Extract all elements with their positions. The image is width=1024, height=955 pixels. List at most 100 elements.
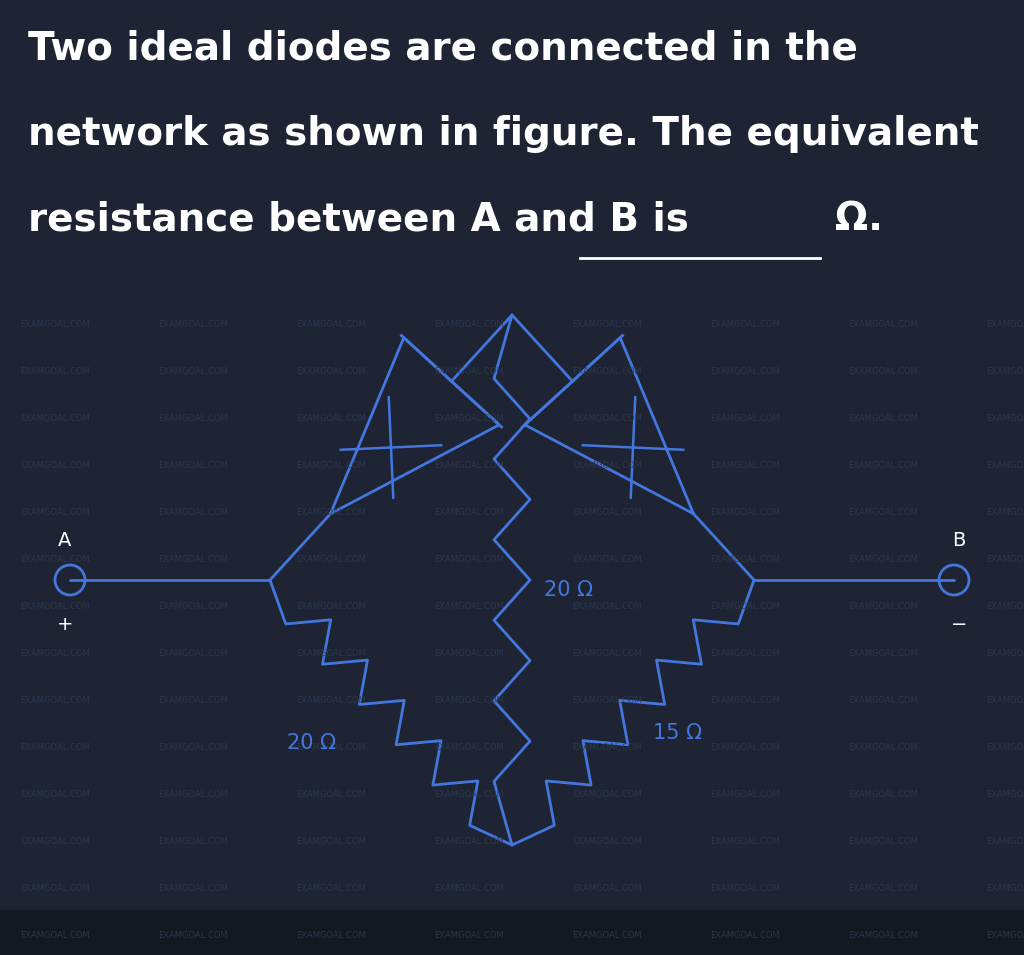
Text: EXAMGOAL.COM: EXAMGOAL.COM <box>20 696 90 705</box>
Text: EXAMGOAL.COM: EXAMGOAL.COM <box>710 931 779 940</box>
Text: EXAMGOAL.COM: EXAMGOAL.COM <box>434 837 504 846</box>
Text: EXAMGOAL.COM: EXAMGOAL.COM <box>158 837 227 846</box>
Text: Ω.: Ω. <box>835 200 883 238</box>
Text: EXAMGOAL.COM: EXAMGOAL.COM <box>20 790 90 799</box>
Text: EXAMGOAL.COM: EXAMGOAL.COM <box>296 508 366 517</box>
Text: EXAMGOAL.COM: EXAMGOAL.COM <box>296 743 366 752</box>
Text: EXAMGOAL.COM: EXAMGOAL.COM <box>20 602 90 611</box>
Text: EXAMGOAL.COM: EXAMGOAL.COM <box>986 743 1024 752</box>
Text: EXAMGOAL.COM: EXAMGOAL.COM <box>434 696 504 705</box>
Text: EXAMGOAL.COM: EXAMGOAL.COM <box>158 414 227 423</box>
Text: EXAMGOAL.COM: EXAMGOAL.COM <box>710 320 779 329</box>
Text: 15 Ω: 15 Ω <box>653 723 702 742</box>
Text: EXAMGOAL.COM: EXAMGOAL.COM <box>848 461 918 470</box>
Text: EXAMGOAL.COM: EXAMGOAL.COM <box>848 837 918 846</box>
Text: EXAMGOAL.COM: EXAMGOAL.COM <box>572 790 642 799</box>
Text: EXAMGOAL.COM: EXAMGOAL.COM <box>710 743 779 752</box>
Text: EXAMGOAL.COM: EXAMGOAL.COM <box>296 320 366 329</box>
Text: EXAMGOAL.COM: EXAMGOAL.COM <box>158 649 227 658</box>
Text: EXAMGOAL.COM: EXAMGOAL.COM <box>710 367 779 376</box>
Text: EXAMGOAL.COM: EXAMGOAL.COM <box>986 602 1024 611</box>
Text: EXAMGOAL.COM: EXAMGOAL.COM <box>572 696 642 705</box>
Text: EXAMGOAL.COM: EXAMGOAL.COM <box>158 555 227 564</box>
Text: EXAMGOAL.COM: EXAMGOAL.COM <box>20 367 90 376</box>
Text: EXAMGOAL.COM: EXAMGOAL.COM <box>158 743 227 752</box>
Text: EXAMGOAL.COM: EXAMGOAL.COM <box>986 508 1024 517</box>
Text: EXAMGOAL.COM: EXAMGOAL.COM <box>710 414 779 423</box>
Text: EXAMGOAL.COM: EXAMGOAL.COM <box>986 931 1024 940</box>
Text: EXAMGOAL.COM: EXAMGOAL.COM <box>572 461 642 470</box>
Text: EXAMGOAL.COM: EXAMGOAL.COM <box>434 320 504 329</box>
Text: EXAMGOAL.COM: EXAMGOAL.COM <box>434 649 504 658</box>
Text: EXAMGOAL.COM: EXAMGOAL.COM <box>986 884 1024 893</box>
Text: EXAMGOAL.COM: EXAMGOAL.COM <box>710 649 779 658</box>
Text: EXAMGOAL.COM: EXAMGOAL.COM <box>986 790 1024 799</box>
Text: EXAMGOAL.COM: EXAMGOAL.COM <box>848 649 918 658</box>
Text: EXAMGOAL.COM: EXAMGOAL.COM <box>296 649 366 658</box>
Text: EXAMGOAL.COM: EXAMGOAL.COM <box>572 884 642 893</box>
Text: EXAMGOAL.COM: EXAMGOAL.COM <box>20 320 90 329</box>
Text: EXAMGOAL.COM: EXAMGOAL.COM <box>296 696 366 705</box>
Text: EXAMGOAL.COM: EXAMGOAL.COM <box>572 837 642 846</box>
Text: EXAMGOAL.COM: EXAMGOAL.COM <box>572 555 642 564</box>
Text: network as shown in figure. The equivalent: network as shown in figure. The equivale… <box>28 115 979 153</box>
Text: EXAMGOAL.COM: EXAMGOAL.COM <box>20 837 90 846</box>
Text: EXAMGOAL.COM: EXAMGOAL.COM <box>572 508 642 517</box>
Text: EXAMGOAL.COM: EXAMGOAL.COM <box>986 414 1024 423</box>
Text: EXAMGOAL.COM: EXAMGOAL.COM <box>986 696 1024 705</box>
Text: EXAMGOAL.COM: EXAMGOAL.COM <box>20 461 90 470</box>
Text: EXAMGOAL.COM: EXAMGOAL.COM <box>434 367 504 376</box>
Text: EXAMGOAL.COM: EXAMGOAL.COM <box>848 696 918 705</box>
Text: EXAMGOAL.COM: EXAMGOAL.COM <box>848 884 918 893</box>
Text: EXAMGOAL.COM: EXAMGOAL.COM <box>572 602 642 611</box>
Text: EXAMGOAL.COM: EXAMGOAL.COM <box>296 414 366 423</box>
Text: EXAMGOAL.COM: EXAMGOAL.COM <box>296 837 366 846</box>
Text: EXAMGOAL.COM: EXAMGOAL.COM <box>20 884 90 893</box>
Text: EXAMGOAL.COM: EXAMGOAL.COM <box>20 414 90 423</box>
Text: EXAMGOAL.COM: EXAMGOAL.COM <box>848 743 918 752</box>
Text: EXAMGOAL.COM: EXAMGOAL.COM <box>434 414 504 423</box>
Text: EXAMGOAL.COM: EXAMGOAL.COM <box>158 696 227 705</box>
Text: EXAMGOAL.COM: EXAMGOAL.COM <box>158 790 227 799</box>
Text: EXAMGOAL.COM: EXAMGOAL.COM <box>296 555 366 564</box>
Text: EXAMGOAL.COM: EXAMGOAL.COM <box>572 320 642 329</box>
Text: EXAMGOAL.COM: EXAMGOAL.COM <box>848 414 918 423</box>
Text: resistance between A and B is: resistance between A and B is <box>28 200 689 238</box>
Text: −: − <box>951 615 968 634</box>
Text: EXAMGOAL.COM: EXAMGOAL.COM <box>848 320 918 329</box>
Text: EXAMGOAL.COM: EXAMGOAL.COM <box>848 931 918 940</box>
Text: EXAMGOAL.COM: EXAMGOAL.COM <box>158 320 227 329</box>
Text: EXAMGOAL.COM: EXAMGOAL.COM <box>572 931 642 940</box>
Text: EXAMGOAL.COM: EXAMGOAL.COM <box>572 743 642 752</box>
Text: EXAMGOAL.COM: EXAMGOAL.COM <box>710 790 779 799</box>
Text: EXAMGOAL.COM: EXAMGOAL.COM <box>296 931 366 940</box>
Text: 20 Ω: 20 Ω <box>544 580 593 600</box>
Text: EXAMGOAL.COM: EXAMGOAL.COM <box>296 367 366 376</box>
Text: EXAMGOAL.COM: EXAMGOAL.COM <box>158 931 227 940</box>
Text: EXAMGOAL.COM: EXAMGOAL.COM <box>848 508 918 517</box>
Text: EXAMGOAL.COM: EXAMGOAL.COM <box>572 649 642 658</box>
Text: EXAMGOAL.COM: EXAMGOAL.COM <box>434 884 504 893</box>
Text: EXAMGOAL.COM: EXAMGOAL.COM <box>296 790 366 799</box>
Text: EXAMGOAL.COM: EXAMGOAL.COM <box>20 508 90 517</box>
Text: EXAMGOAL.COM: EXAMGOAL.COM <box>986 367 1024 376</box>
Text: EXAMGOAL.COM: EXAMGOAL.COM <box>710 508 779 517</box>
Text: EXAMGOAL.COM: EXAMGOAL.COM <box>158 367 227 376</box>
Text: B: B <box>952 531 966 550</box>
Text: EXAMGOAL.COM: EXAMGOAL.COM <box>20 931 90 940</box>
Text: EXAMGOAL.COM: EXAMGOAL.COM <box>434 602 504 611</box>
Text: EXAMGOAL.COM: EXAMGOAL.COM <box>986 837 1024 846</box>
Text: EXAMGOAL.COM: EXAMGOAL.COM <box>434 931 504 940</box>
Text: EXAMGOAL.COM: EXAMGOAL.COM <box>158 461 227 470</box>
Text: EXAMGOAL.COM: EXAMGOAL.COM <box>986 461 1024 470</box>
Text: 20 Ω: 20 Ω <box>287 732 336 753</box>
Text: EXAMGOAL.COM: EXAMGOAL.COM <box>296 884 366 893</box>
Text: EXAMGOAL.COM: EXAMGOAL.COM <box>710 884 779 893</box>
Text: EXAMGOAL.COM: EXAMGOAL.COM <box>572 367 642 376</box>
Text: EXAMGOAL.COM: EXAMGOAL.COM <box>710 602 779 611</box>
Text: EXAMGOAL.COM: EXAMGOAL.COM <box>710 837 779 846</box>
Text: EXAMGOAL.COM: EXAMGOAL.COM <box>20 649 90 658</box>
Text: EXAMGOAL.COM: EXAMGOAL.COM <box>434 790 504 799</box>
Text: EXAMGOAL.COM: EXAMGOAL.COM <box>848 790 918 799</box>
Text: EXAMGOAL.COM: EXAMGOAL.COM <box>572 414 642 423</box>
